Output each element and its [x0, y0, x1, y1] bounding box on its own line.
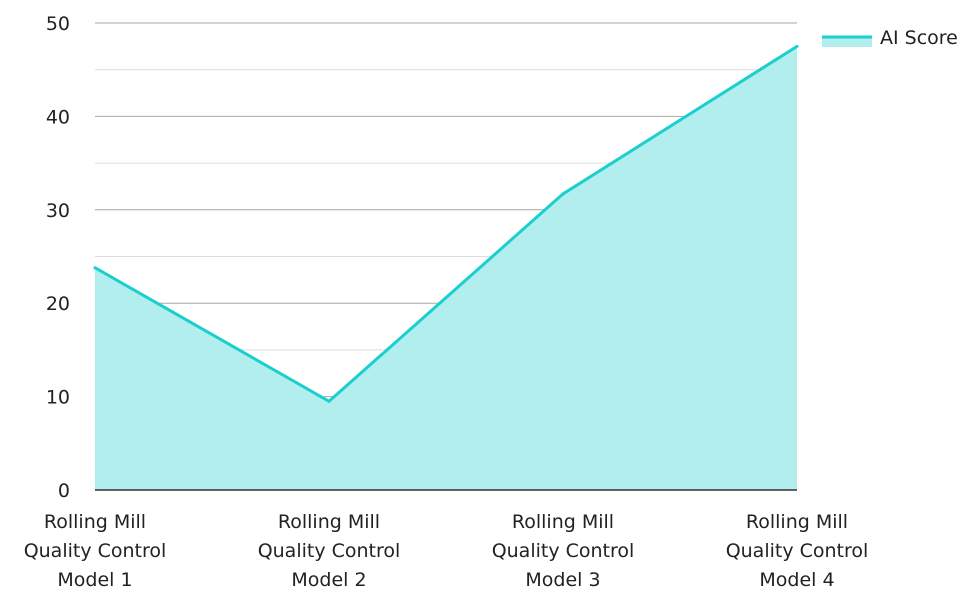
x-tick-label: Rolling Mill Quality Control Model 4 [726, 511, 869, 591]
y-tick-label: 20 [46, 293, 70, 315]
y-tick-label: 10 [46, 387, 70, 409]
y-tick-label: 40 [46, 106, 70, 128]
data-point-ai-score [327, 399, 331, 403]
x-tick-label: Rolling Mill Quality Control Model 3 [492, 511, 635, 591]
series-line-ai-score [94, 45, 798, 403]
y-axis: 0 10 20 30 40 50 [46, 13, 70, 502]
plot-area [93, 44, 799, 490]
data-point-ai-score [795, 44, 799, 48]
x-axis: Rolling Mill Quality Control Model 1 Rollin… [24, 489, 869, 591]
x-tick-label: Rolling Mill Quality Control Model 1 [24, 511, 167, 591]
y-tick-label: 0 [58, 480, 70, 502]
y-tick-label: 30 [46, 200, 70, 222]
legend-label-ai-score: AI Score [880, 27, 958, 49]
legend-swatch-fill [822, 37, 872, 47]
y-tick-label: 50 [46, 13, 70, 35]
data-point-ai-score [561, 192, 565, 196]
x-tick-label: Rolling Mill Quality Control Model 2 [258, 511, 401, 591]
legend: AI Score [822, 27, 958, 49]
data-point-ai-score [93, 266, 97, 270]
